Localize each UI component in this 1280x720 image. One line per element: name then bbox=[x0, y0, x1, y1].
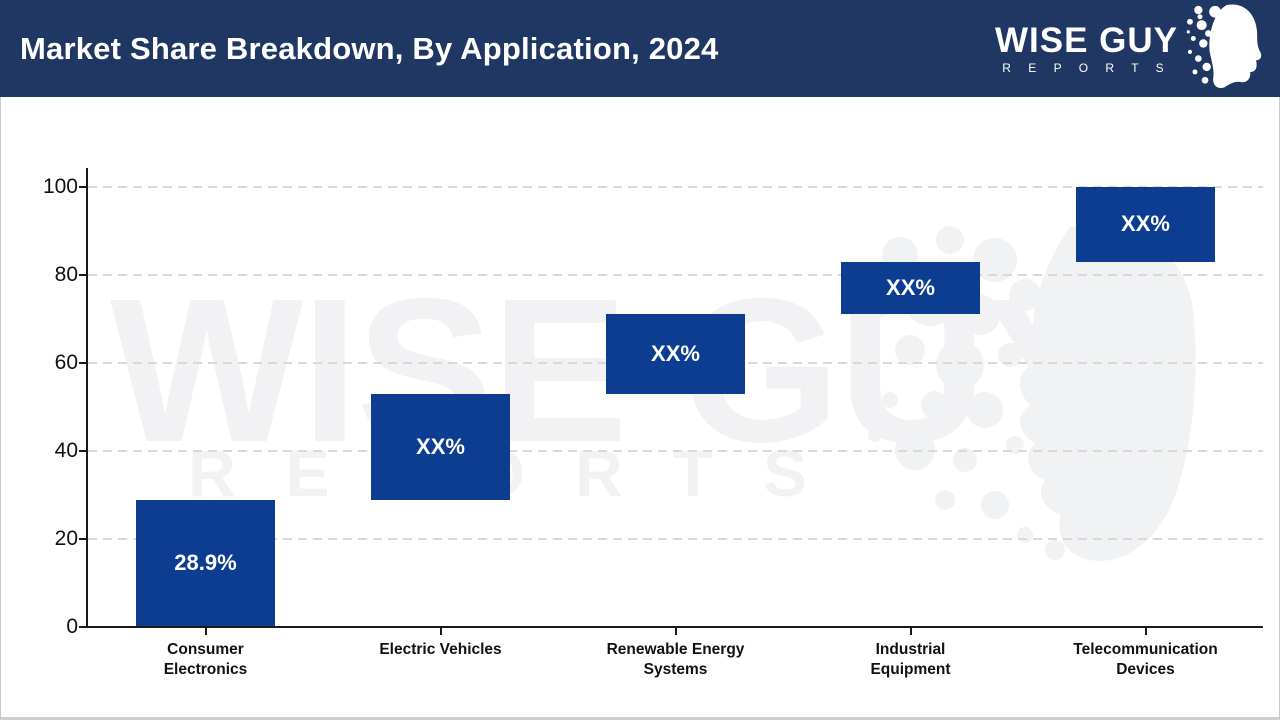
y-tick-mark bbox=[79, 274, 87, 277]
y-tick-label: 80 bbox=[54, 263, 78, 287]
x-tick-mark bbox=[909, 628, 912, 635]
brand-subname: R E P O R T S bbox=[1002, 60, 1171, 75]
bar: 28.9% bbox=[136, 499, 275, 627]
bar-value-label: 28.9% bbox=[174, 550, 237, 576]
x-axis-label: Consumer Electronics bbox=[163, 641, 248, 678]
x-axis-label: Telecommunication Devices bbox=[1073, 641, 1218, 678]
brand-logo-text: WISE GUY R E P O R T S bbox=[995, 23, 1178, 75]
bar: XX% bbox=[841, 261, 980, 314]
bar: XX% bbox=[1076, 187, 1215, 262]
x-axis-line bbox=[86, 626, 1263, 628]
bar: XX% bbox=[371, 393, 510, 500]
bar: XX% bbox=[606, 313, 745, 394]
gridline bbox=[88, 537, 1263, 540]
bar-value-label: XX% bbox=[1121, 211, 1170, 237]
y-tick-mark bbox=[79, 537, 87, 540]
watermark-head-profile-icon bbox=[855, 215, 1205, 595]
x-tick-mark bbox=[1144, 628, 1147, 635]
y-axis-line bbox=[86, 168, 88, 628]
brand-name: WISE GUY bbox=[994, 20, 1178, 60]
x-tick-mark bbox=[204, 628, 207, 635]
y-tick-label: 0 bbox=[66, 614, 78, 638]
page-title: Market Share Breakdown, By Application, … bbox=[20, 30, 719, 66]
head-profile-dots-icon bbox=[1182, 0, 1264, 97]
bar-value-label: XX% bbox=[416, 433, 465, 459]
y-tick-mark bbox=[79, 625, 87, 628]
x-axis-label: Renewable Energy Systems bbox=[606, 641, 745, 678]
gridline bbox=[88, 186, 1263, 189]
y-tick-label: 20 bbox=[54, 526, 78, 550]
gridline bbox=[88, 449, 1263, 452]
gridline bbox=[88, 274, 1263, 277]
y-tick-mark bbox=[79, 186, 87, 189]
y-tick-mark bbox=[79, 361, 87, 364]
y-tick-label: 60 bbox=[54, 350, 78, 374]
x-axis-label: Electric Vehicles bbox=[379, 641, 502, 658]
header-bar: Market Share Breakdown, By Application, … bbox=[0, 0, 1280, 97]
y-tick-label: 100 bbox=[42, 175, 78, 199]
x-axis-label: Industrial Equipment bbox=[870, 641, 951, 678]
y-tick-mark bbox=[79, 449, 87, 452]
x-tick-mark bbox=[439, 628, 442, 635]
x-tick-mark bbox=[674, 628, 677, 635]
bar-value-label: XX% bbox=[651, 340, 700, 366]
y-tick-label: 40 bbox=[54, 438, 78, 462]
bar-value-label: XX% bbox=[886, 274, 935, 300]
brand-logo: WISE GUY R E P O R T S bbox=[995, 0, 1264, 97]
